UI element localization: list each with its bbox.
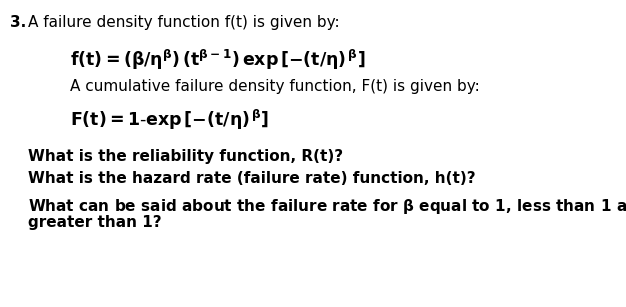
Text: 3.: 3. <box>10 15 26 30</box>
Text: What is the reliability function, R(t)?: What is the reliability function, R(t)? <box>28 149 343 164</box>
Text: What is the hazard rate (failure rate) function, h(t)?: What is the hazard rate (failure rate) f… <box>28 171 476 186</box>
Text: A cumulative failure density function, F(t) is given by:: A cumulative failure density function, F… <box>70 79 480 94</box>
Text: greater than 1?: greater than 1? <box>28 215 162 230</box>
Text: What can be said about the failure rate for $\mathbf{\beta}$ equal to 1, less th: What can be said about the failure rate … <box>28 197 626 216</box>
Text: A failure density function f(t) is given by:: A failure density function f(t) is given… <box>28 15 340 30</box>
Text: $\mathbf{f(t) = (\beta/\eta^{\beta})\,(t^{\beta-1})\,exp\,[-(t/\eta)^{\,\beta}]}: $\mathbf{f(t) = (\beta/\eta^{\beta})\,(t… <box>70 47 366 72</box>
Text: $\mathbf{F(t) = 1\text{-}exp\,[-(t/\eta)^{\,\beta}]}$: $\mathbf{F(t) = 1\text{-}exp\,[-(t/\eta)… <box>70 107 269 132</box>
